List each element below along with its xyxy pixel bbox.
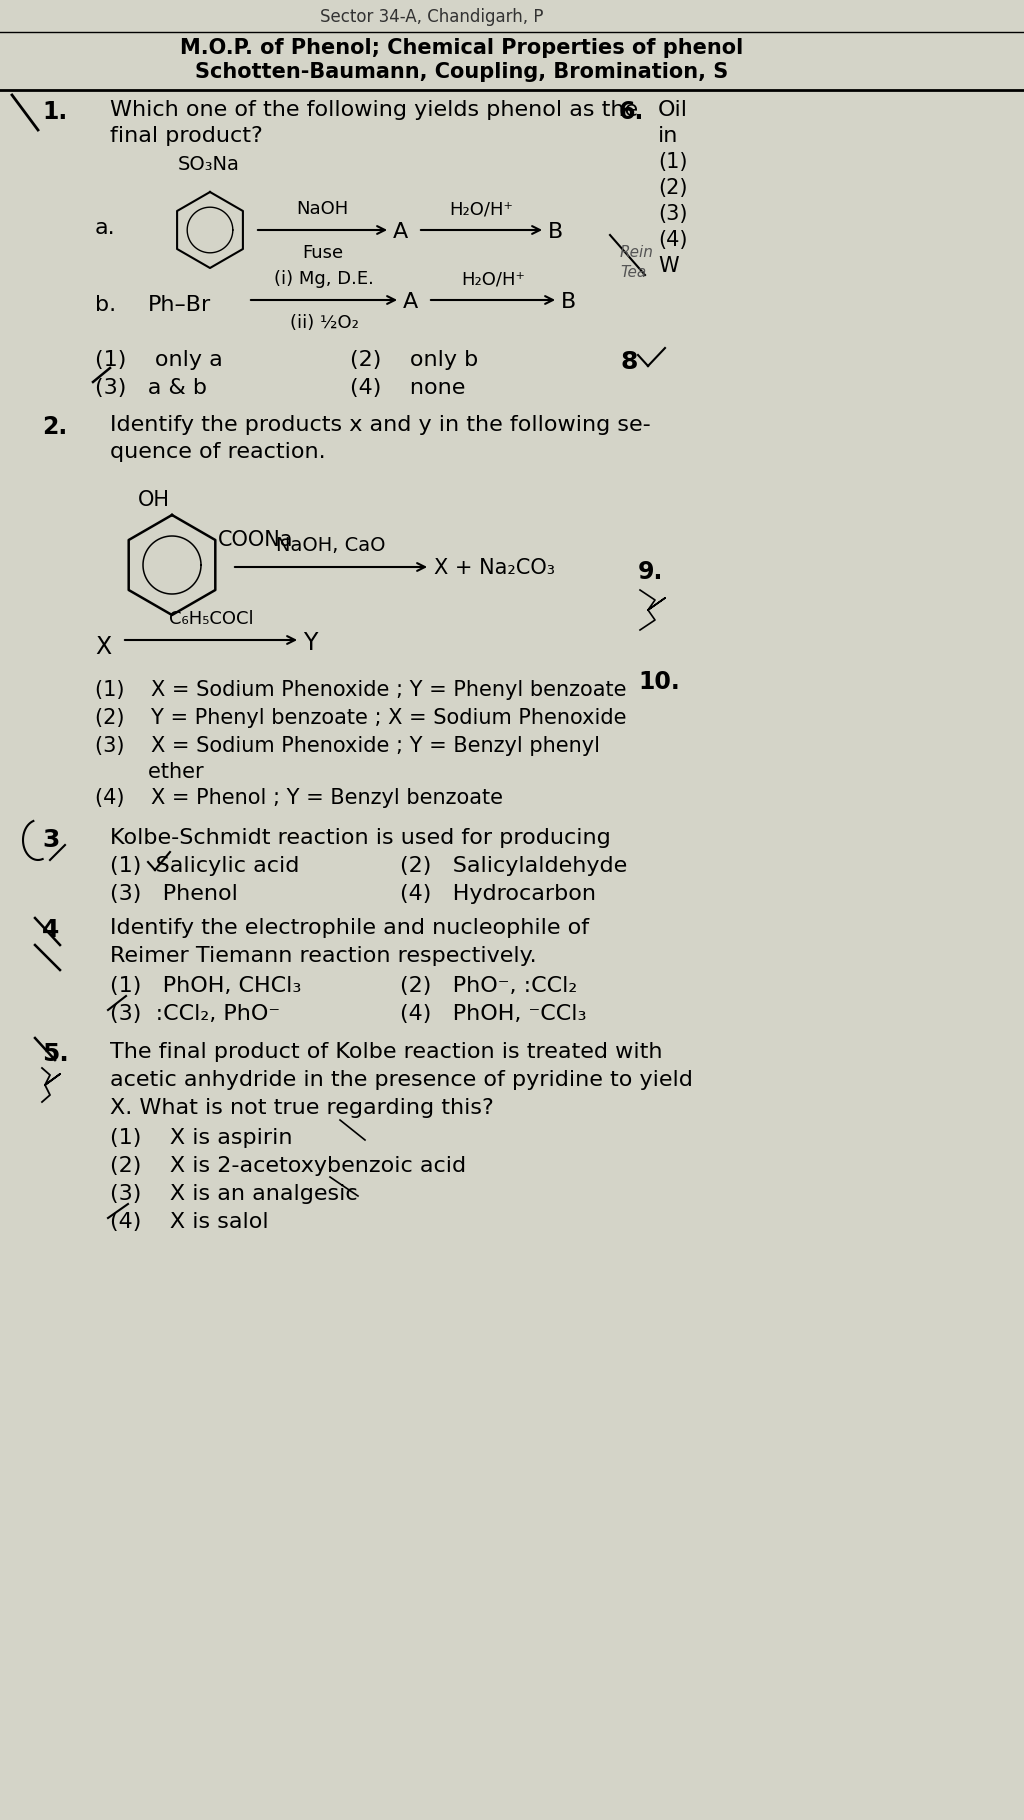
Text: (3)   Phenol: (3) Phenol [110, 885, 238, 905]
Text: (4)   Hydrocarbon: (4) Hydrocarbon [400, 885, 596, 905]
Text: acetic anhydride in the presence of pyridine to yield: acetic anhydride in the presence of pyri… [110, 1070, 693, 1090]
Text: (4): (4) [658, 229, 687, 249]
Text: SO₃Na: SO₃Na [178, 155, 240, 175]
Text: COONa: COONa [218, 530, 294, 550]
Text: (1)   PhOH, CHCl₃: (1) PhOH, CHCl₃ [110, 976, 301, 996]
Text: A: A [393, 222, 409, 242]
Text: (4)    X is salol: (4) X is salol [110, 1212, 268, 1232]
Text: Tea: Tea [620, 266, 646, 280]
Text: X + Na₂CO₃: X + Na₂CO₃ [434, 559, 555, 579]
Text: 5.: 5. [42, 1043, 69, 1067]
Text: b.: b. [95, 295, 116, 315]
Text: (1)    X is aspirin: (1) X is aspirin [110, 1128, 293, 1148]
Text: (1)    X = Sodium Phenoxide ; Y = Phenyl benzoate: (1) X = Sodium Phenoxide ; Y = Phenyl be… [95, 681, 627, 701]
Text: quence of reaction.: quence of reaction. [110, 442, 326, 462]
Text: The final product of Kolbe reaction is treated with: The final product of Kolbe reaction is t… [110, 1043, 663, 1063]
Text: A: A [403, 291, 418, 311]
Text: 4: 4 [42, 917, 59, 943]
Text: 9.: 9. [638, 561, 664, 584]
Text: Oil: Oil [658, 100, 688, 120]
Text: W: W [658, 257, 679, 277]
Text: NaOH: NaOH [296, 200, 348, 218]
Text: 10.: 10. [638, 670, 680, 693]
Text: (ii) ½O₂: (ii) ½O₂ [290, 315, 358, 331]
Text: Rein: Rein [620, 246, 654, 260]
Text: H₂O/H⁺: H₂O/H⁺ [450, 200, 513, 218]
Text: a.: a. [95, 218, 116, 238]
Text: in: in [658, 126, 678, 146]
Text: X: X [95, 635, 112, 659]
Text: (4)   PhOH, ⁻CCl₃: (4) PhOH, ⁻CCl₃ [400, 1005, 587, 1025]
Text: B: B [548, 222, 563, 242]
Text: Y: Y [303, 632, 317, 655]
Text: (2)    Y = Phenyl benzoate ; X = Sodium Phenoxide: (2) Y = Phenyl benzoate ; X = Sodium Phe… [95, 708, 627, 728]
Text: (3)   a & b: (3) a & b [95, 379, 207, 399]
Text: X. What is not true regarding this?: X. What is not true regarding this? [110, 1097, 494, 1117]
Text: (4)    X = Phenol ; Y = Benzyl benzoate: (4) X = Phenol ; Y = Benzyl benzoate [95, 788, 503, 808]
Text: Sector 34-A, Chandigarh, P: Sector 34-A, Chandigarh, P [319, 7, 544, 25]
Text: Which one of the following yields phenol as the: Which one of the following yields phenol… [110, 100, 638, 120]
Text: (3)    X = Sodium Phenoxide ; Y = Benzyl phenyl: (3) X = Sodium Phenoxide ; Y = Benzyl ph… [95, 735, 600, 755]
Text: (3)  :CCl₂, PhO⁻: (3) :CCl₂, PhO⁻ [110, 1005, 281, 1025]
Text: (1)    only a: (1) only a [95, 349, 223, 369]
Text: Reimer Tiemann reaction respectively.: Reimer Tiemann reaction respectively. [110, 946, 537, 966]
Text: (i) Mg, D.E.: (i) Mg, D.E. [274, 269, 374, 288]
Text: OH: OH [138, 490, 170, 510]
Text: Kolbe-Schmidt reaction is used for producing: Kolbe-Schmidt reaction is used for produ… [110, 828, 610, 848]
Text: B: B [561, 291, 577, 311]
Text: (4)    none: (4) none [350, 379, 465, 399]
Text: (3): (3) [658, 204, 687, 224]
Text: Identify the electrophile and nucleophile of: Identify the electrophile and nucleophil… [110, 917, 589, 937]
Text: (2)    X is 2-acetoxybenzoic acid: (2) X is 2-acetoxybenzoic acid [110, 1156, 466, 1176]
Text: (2): (2) [658, 178, 687, 198]
Text: Fuse: Fuse [302, 244, 343, 262]
Text: (3)    X is an analgesic: (3) X is an analgesic [110, 1185, 357, 1205]
Text: (1)  Salicylic acid: (1) Salicylic acid [110, 855, 299, 875]
Text: final product?: final product? [110, 126, 263, 146]
Text: Ph–Br: Ph–Br [148, 295, 211, 315]
Text: (1): (1) [658, 153, 687, 173]
Text: Schotten-Baumann, Coupling, Bromination, S: Schotten-Baumann, Coupling, Bromination,… [195, 62, 728, 82]
Text: NaOH, CaO: NaOH, CaO [276, 537, 386, 555]
Text: 1.: 1. [42, 100, 68, 124]
Text: 3: 3 [42, 828, 59, 852]
Text: (2)   PhO⁻, :CCl₂: (2) PhO⁻, :CCl₂ [400, 976, 578, 996]
Text: 8: 8 [620, 349, 637, 373]
Text: Identify the products x and y in the following se-: Identify the products x and y in the fol… [110, 415, 650, 435]
Text: ether: ether [95, 763, 204, 783]
Text: 2.: 2. [42, 415, 68, 439]
Text: 6.: 6. [618, 100, 643, 124]
Text: C₆H₅COCl: C₆H₅COCl [169, 610, 253, 628]
Text: (2)   Salicylaldehyde: (2) Salicylaldehyde [400, 855, 628, 875]
Text: M.O.P. of Phenol; Chemical Properties of phenol: M.O.P. of Phenol; Chemical Properties of… [180, 38, 743, 58]
Text: (2)    only b: (2) only b [350, 349, 478, 369]
Text: H₂O/H⁺: H₂O/H⁺ [461, 269, 525, 288]
